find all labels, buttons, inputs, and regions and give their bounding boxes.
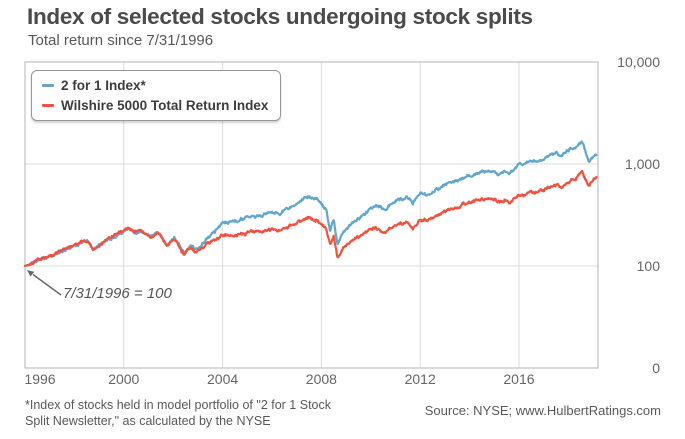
baseline-annotation: 7/31/1996 = 100: [63, 285, 172, 302]
legend-swatch-red-line-icon: [42, 103, 54, 107]
series-line-2for1: [24, 140, 598, 268]
y-tick-label-1000: 1,000: [624, 156, 660, 172]
annotation-arrow-head-icon: [27, 270, 35, 277]
legend-label-2for1: 2 for 1 Index*: [61, 77, 146, 93]
footnote: *Index of stocks held in model portfolio…: [25, 397, 331, 429]
y-tick-label-100: 100: [636, 258, 660, 274]
footnote-line-1: *Index of stocks held in model portfolio…: [25, 398, 331, 412]
source-credit: Source: NYSE; www.HulbertRatings.com: [424, 403, 661, 418]
chart-subtitle: Total return since 7/31/1996: [28, 32, 214, 49]
x-tick-label-2012: 2012: [404, 371, 436, 387]
x-tick-label-2000: 2000: [108, 371, 140, 387]
y-tick-label-10000: 10,000: [617, 54, 660, 70]
footnote-line-2: Split Newsletter," as calculated by the …: [25, 414, 271, 428]
x-tick-label-1996: 1996: [24, 371, 56, 387]
x-tick-label-2004: 2004: [207, 371, 239, 387]
legend-label-wilshire: Wilshire 5000 Total Return Index: [61, 97, 269, 113]
chart-title: Index of selected stocks undergoing stoc…: [27, 4, 533, 29]
x-tick-label-2008: 2008: [305, 371, 337, 387]
x-tick-label-2016: 2016: [503, 371, 535, 387]
y-tick-label-0: 0: [652, 360, 660, 376]
series-line-wilshire: [24, 169, 598, 268]
chart-legend: 2 for 1 Index* Wilshire 5000 Total Retur…: [31, 70, 282, 121]
legend-swatch-blue-line-icon: [42, 83, 54, 87]
legend-item-2for1: 2 for 1 Index*: [42, 75, 268, 95]
annotation-arrow-line: [32, 273, 62, 296]
plot-border: [24, 61, 599, 369]
legend-item-wilshire: Wilshire 5000 Total Return Index: [42, 95, 268, 115]
